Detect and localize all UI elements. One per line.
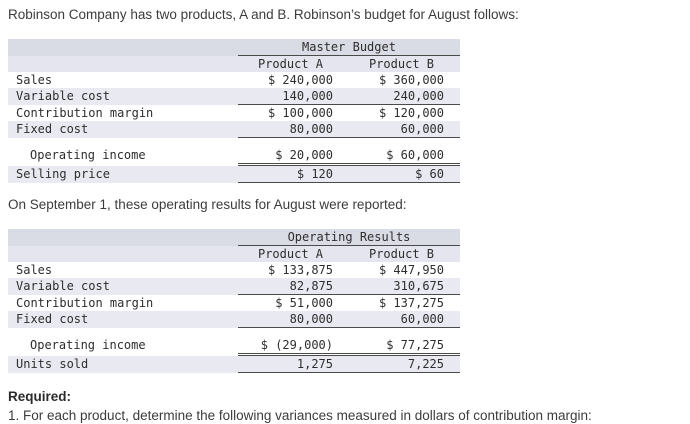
value-product-a: 82,875: [238, 278, 349, 295]
value-product-b: $ 137,275: [378, 296, 444, 310]
table-row: Variable cost 82,875 310,675: [8, 278, 460, 295]
value-product-b: $ 60: [349, 166, 460, 183]
table-row: Fixed cost 80,000 60,000: [8, 311, 460, 328]
row-label: Variable cost: [16, 279, 110, 293]
row-label: Operating income: [30, 338, 146, 352]
table-row: Operating income $ (29,000) $ 77,275: [8, 337, 460, 356]
master-budget-table: Master Budget Product A Product B Sales $ 24…: [8, 39, 460, 183]
spacer-cell: [8, 56, 238, 72]
intro-text: Robinson Company has two products, A and…: [8, 7, 519, 22]
column-header-product-b: Product B: [368, 57, 435, 71]
table-row: Operating income $ 20,000 $ 60,000: [8, 147, 460, 166]
row-label: Units sold: [16, 357, 89, 371]
value-product-b: $ 360,000: [378, 73, 444, 87]
spacer-cell: [8, 229, 238, 246]
table-column-header-row: Product A Product B: [8, 246, 460, 262]
column-header-product-a: Product A: [257, 57, 324, 71]
value-product-b: 60,000: [349, 311, 460, 328]
table-row: Variable cost 140,000 240,000: [8, 88, 460, 105]
row-label: Variable cost: [16, 89, 110, 103]
value-product-b: $ 447,950: [378, 263, 444, 277]
row-label: Sales: [16, 263, 53, 277]
value-product-b: 310,675: [349, 278, 460, 295]
value-product-a: $ 51,000: [275, 296, 333, 310]
row-label: Contribution margin: [16, 296, 154, 310]
results-intro-text: On September 1, these operating results …: [8, 197, 407, 212]
value-product-a: $ 120: [238, 166, 349, 183]
row-label: Operating income: [30, 148, 146, 162]
spacer-cell: [8, 246, 238, 262]
operating-results-table: Operating Results Product A Product B Sales…: [8, 229, 460, 373]
value-product-a: 140,000: [238, 88, 349, 105]
value-product-a: $ (29,000): [238, 337, 349, 356]
table-title: Master Budget: [238, 39, 460, 56]
table-title-row: Master Budget: [8, 39, 460, 56]
value-product-a: $ 240,000: [267, 73, 333, 87]
table-row: Fixed cost 80,000 60,000: [8, 121, 460, 138]
table-row: Contribution margin $ 100,000 $ 120,000: [8, 105, 460, 121]
row-label: Fixed cost: [16, 122, 89, 136]
table-row: Units sold 1,275 7,225: [8, 356, 460, 373]
row-label: Selling price: [16, 167, 110, 181]
table-column-header-row: Product A Product B: [8, 56, 460, 72]
value-product-b: $ 77,275: [349, 337, 460, 356]
row-label: Fixed cost: [16, 312, 89, 326]
table-row: Sales $ 133,875 $ 447,950: [8, 262, 460, 278]
required-heading: Required:: [8, 389, 72, 404]
table-title-row: Operating Results: [8, 229, 460, 246]
value-product-b: 60,000: [349, 121, 460, 138]
column-header-product-a: Product A: [257, 247, 324, 261]
value-product-a: $ 20,000: [238, 147, 349, 166]
column-header-product-b: Product B: [368, 247, 435, 261]
value-product-a: $ 133,875: [267, 263, 333, 277]
value-product-b: $ 60,000: [349, 147, 460, 166]
value-product-b: $ 120,000: [378, 106, 444, 120]
row-label: Sales: [16, 73, 53, 87]
table-row: Selling price $ 120 $ 60: [8, 166, 460, 183]
spacer-cell: [8, 39, 238, 56]
value-product-a: $ 100,000: [267, 106, 333, 120]
value-product-a: 1,275: [238, 356, 349, 373]
table-row: Contribution margin $ 51,000 $ 137,275: [8, 295, 460, 311]
value-product-a: 80,000: [238, 311, 349, 328]
required-item-1: 1. For each product, determine the follo…: [8, 408, 592, 423]
value-product-a: 80,000: [238, 121, 349, 138]
value-product-b: 240,000: [349, 88, 460, 105]
value-product-b: 7,225: [349, 356, 460, 373]
table-title: Operating Results: [238, 229, 460, 246]
row-label: Contribution margin: [16, 106, 154, 120]
table-row: Sales $ 240,000 $ 360,000: [8, 72, 460, 88]
